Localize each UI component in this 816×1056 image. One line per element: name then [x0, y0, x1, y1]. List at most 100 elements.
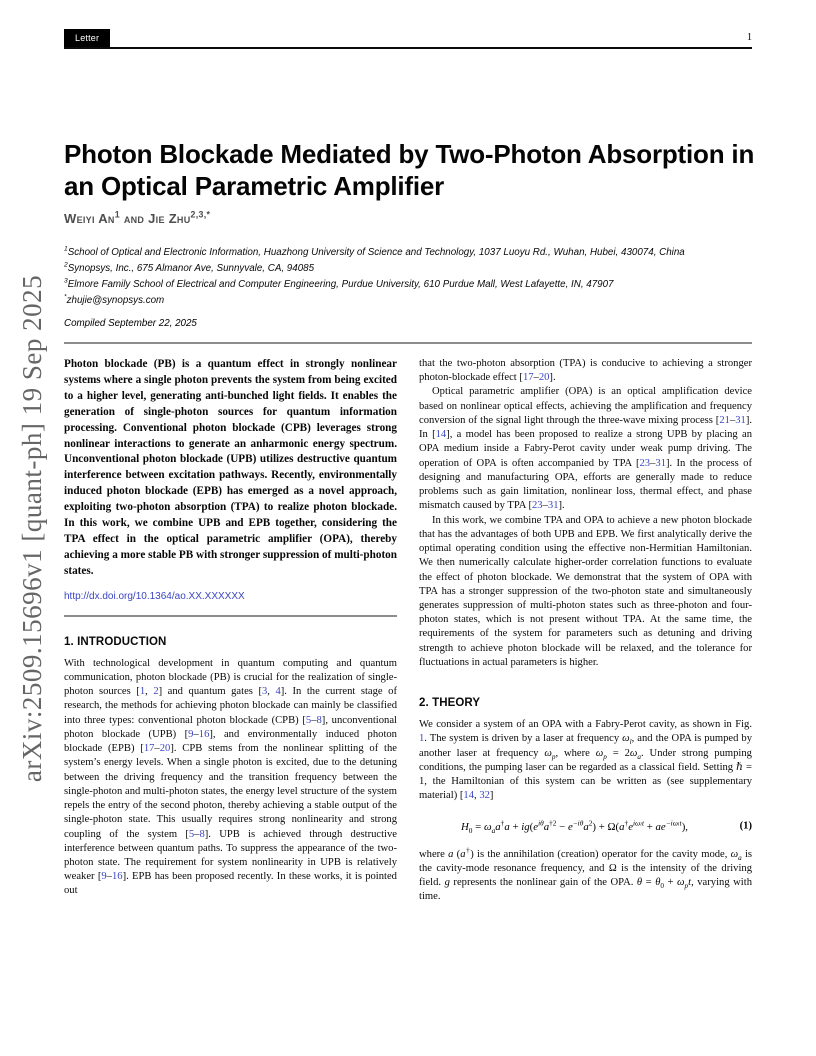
citation-link[interactable]: 31: [547, 500, 559, 512]
citation-link[interactable]: 23: [639, 457, 651, 469]
section-heading-introduction: 1. INTRODUCTION: [64, 635, 167, 648]
post-equation-paragraph: where a (a†) is the annihilation (creati…: [419, 846, 753, 905]
text-segment: g: [444, 877, 450, 889]
text-segment: a: [460, 848, 466, 860]
text-segment: 1: [114, 209, 120, 220]
text-segment: where: [419, 848, 449, 860]
page-number: 1: [747, 32, 752, 43]
citation-link[interactable]: 2: [153, 686, 159, 698]
text-segment: ] and quantum gates [: [158, 686, 262, 698]
citation-link[interactable]: 9: [101, 871, 107, 883]
text-segment: –: [193, 728, 199, 740]
text-segment: −: [556, 820, 568, 833]
citation-link[interactable]: 31: [655, 457, 666, 469]
citation-link[interactable]: 5: [305, 714, 312, 726]
text-segment: is the cavity-mode resonance frequency, …: [419, 848, 753, 889]
text-segment: ω: [730, 848, 739, 860]
text-segment: −iθ: [572, 817, 584, 827]
equation-1: H0 = ωaa†a + ig(eiθa†2 − e−iθa2) + Ω(a†e…: [419, 817, 752, 835]
text-segment: †: [465, 846, 471, 855]
equation-1-number: (1): [739, 820, 752, 832]
citation-link[interactable]: 3: [261, 686, 268, 698]
text-segment: +: [509, 820, 522, 833]
citation-link[interactable]: 32: [479, 790, 490, 802]
text-segment: a: [619, 820, 625, 833]
text-segment: 2: [64, 261, 68, 269]
citation-link[interactable]: 8: [199, 828, 205, 840]
text-segment: –: [542, 500, 548, 512]
text-segment: ,: [474, 790, 480, 802]
paragraph-tpa-continuation: that the two-photon absorption (TPA) is …: [419, 357, 752, 385]
text-segment: a: [583, 820, 589, 833]
citation-link[interactable]: 20: [159, 743, 171, 755]
text-segment: 0: [660, 882, 664, 891]
doi-link[interactable]: http://dx.doi.org/10.1364/ao.XX.XXXXXX: [64, 590, 245, 602]
text-segment: –: [650, 457, 656, 469]
letter-badge: Letter: [64, 29, 111, 47]
text-segment: 0: [468, 825, 473, 835]
text-segment: 2,3,*: [190, 209, 211, 220]
paper-title: Photon Blockade Mediated by Two-Photon A…: [64, 139, 755, 202]
text-segment: ω: [622, 733, 630, 745]
text-segment: ae: [655, 820, 666, 833]
text-segment: θ: [636, 877, 643, 889]
text-segment: iωₗt: [632, 817, 645, 827]
text-segment: e: [628, 820, 633, 833]
citation-link[interactable]: 1: [419, 733, 425, 745]
citation-link[interactable]: 16: [111, 871, 123, 883]
text-segment: †2: [549, 817, 557, 827]
text-segment: . The system is driven by a laser at fre…: [424, 733, 623, 745]
text-segment: a: [637, 752, 641, 761]
two-column-body: Photon blockade (PB) is a quantum effect…: [64, 357, 752, 905]
citation-link[interactable]: 17: [143, 743, 155, 755]
text-segment: ) + Ω(: [592, 820, 620, 833]
right-column: that the two-photon absorption (TPA) is …: [419, 357, 752, 905]
citation-link[interactable]: 20: [538, 372, 550, 384]
text-segment: (: [529, 820, 534, 833]
text-segment: ]: [489, 790, 494, 802]
text-segment: and Jie Zhu: [119, 211, 191, 226]
citation-link[interactable]: 14: [463, 790, 475, 802]
email-line: *zhujie@synopsys.com: [64, 293, 764, 309]
citation-link[interactable]: 31: [735, 414, 746, 426]
text-segment: ], unconventional photon blockade (UPB) …: [64, 714, 397, 740]
text-segment: +: [664, 877, 678, 889]
text-segment: t: [688, 877, 692, 889]
text-segment: H: [460, 820, 469, 833]
arxiv-stamp-text: arXiv:2509.15696v1 [quant-ph] 19 Sep 202…: [17, 274, 48, 782]
paragraph-this-work: In this work, we combine TPA and OPA to …: [419, 514, 752, 668]
abstract-divider: [64, 614, 397, 617]
text-segment: , where: [555, 747, 596, 759]
affiliations: 1School of Optical and Electronic Inform…: [64, 245, 764, 308]
citation-link[interactable]: 8: [316, 714, 322, 726]
citation-link[interactable]: 14: [435, 429, 447, 441]
citation-link[interactable]: 1: [139, 686, 146, 698]
affiliation-line-3: 3Elmore Family School of Electrical and …: [64, 277, 764, 293]
intro-paragraph: With technological development in quantu…: [64, 657, 397, 899]
citation-link[interactable]: 4: [275, 686, 281, 698]
text-segment: †: [500, 817, 505, 827]
arxiv-stamp: arXiv:2509.15696v1 [quant-ph] 19 Sep 202…: [6, 0, 60, 1056]
text-segment: l: [629, 738, 632, 747]
citation-link[interactable]: 17: [522, 372, 534, 384]
text-segment: ]. UPB is achieved through destructive i…: [64, 828, 397, 883]
text-segment: that the two-photon absorption (TPA) is …: [419, 358, 752, 384]
citation-link[interactable]: 9: [188, 728, 194, 740]
text-segment: zhujie@synopsys.com: [66, 294, 165, 306]
citation-link[interactable]: 23: [532, 500, 543, 512]
section-heading-theory: 2. THEORY: [419, 697, 481, 710]
text-segment: ]. In [: [419, 414, 752, 441]
text-segment: , varying with time.: [419, 877, 752, 903]
citation-link[interactable]: 16: [198, 728, 210, 740]
citation-link[interactable]: 21: [719, 414, 730, 426]
text-segment: a: [738, 853, 742, 862]
text-segment: ω: [677, 877, 685, 889]
text-segment: ig: [521, 820, 530, 833]
text-segment: ,: [267, 686, 276, 698]
citation-link[interactable]: 5: [188, 828, 195, 840]
text-segment: –: [194, 828, 200, 840]
text-segment: −iωₗt: [665, 817, 682, 827]
text-segment: θ: [655, 877, 661, 889]
text-segment: –: [533, 372, 539, 384]
text-segment: iθ: [538, 817, 544, 827]
